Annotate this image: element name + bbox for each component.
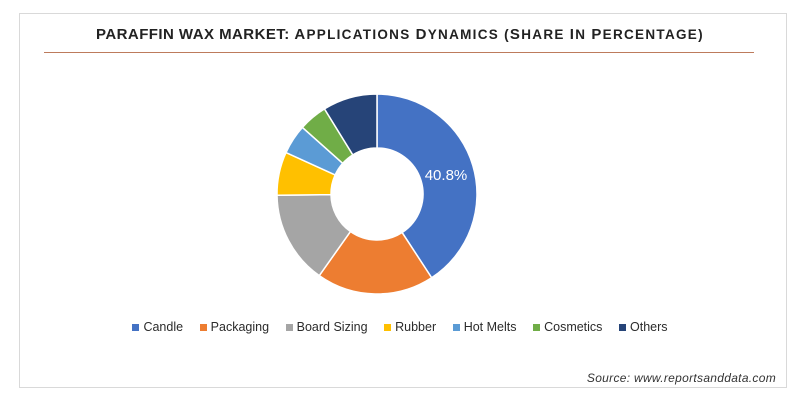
svg-text:40.8%: 40.8%	[425, 167, 468, 184]
